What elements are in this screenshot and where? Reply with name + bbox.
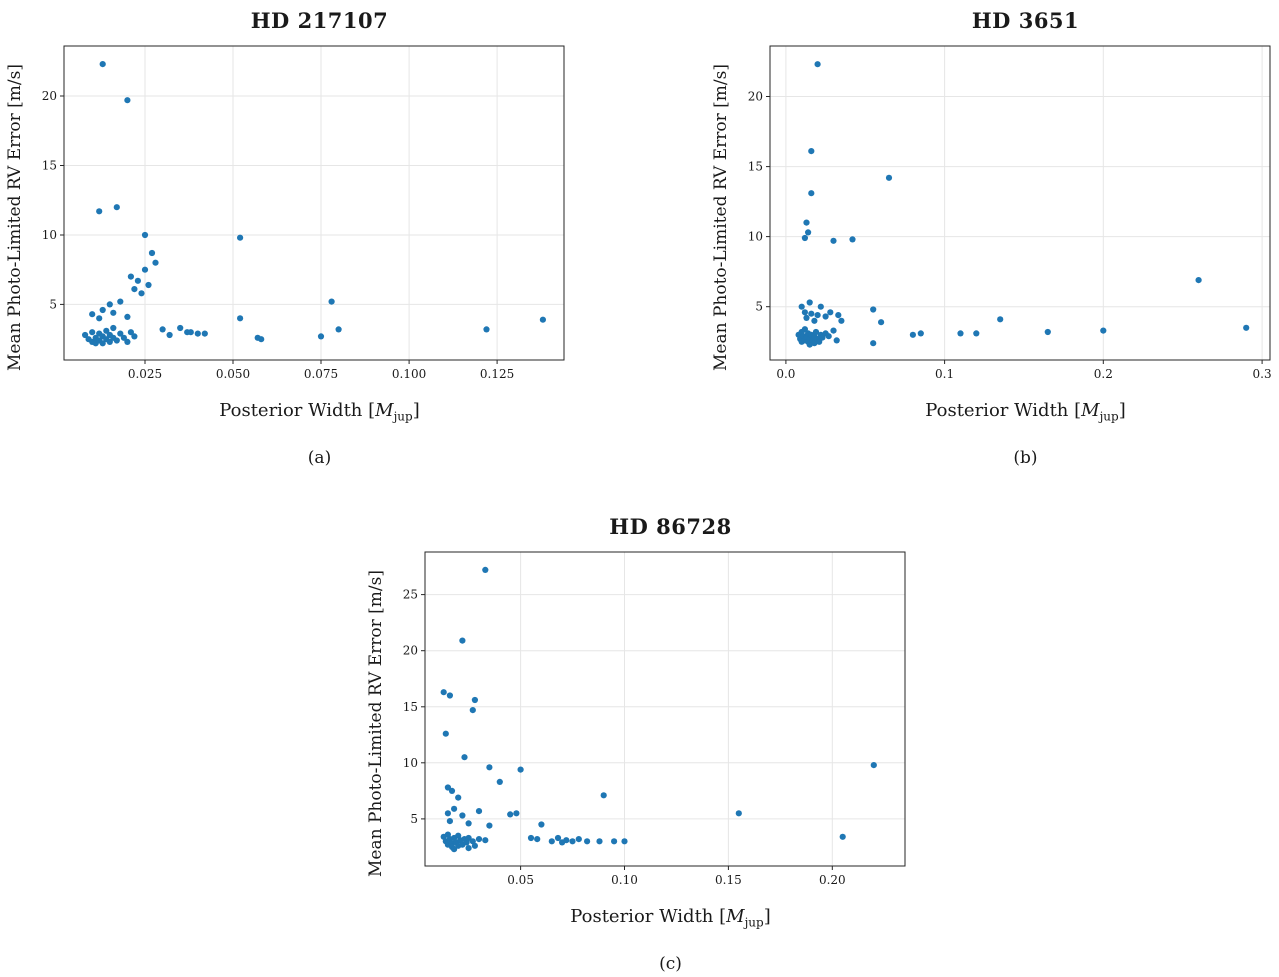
y-axis-label-c: Mean Photo-Limited RV Error [m/s] <box>366 569 386 877</box>
svg-text:20: 20 <box>42 89 57 103</box>
svg-text:5: 5 <box>755 300 763 314</box>
y-axis-label-b: Mean Photo-Limited RV Error [m/s] <box>711 63 731 371</box>
svg-text:10: 10 <box>42 228 57 242</box>
panel-hd86728: HD 86728 Mean Photo-Limited RV Error [m/… <box>363 512 916 974</box>
subfigure-caption-c: (c) <box>659 953 682 974</box>
panel-hd3651: HD 3651 Mean Photo-Limited RV Error [m/s… <box>708 6 1279 468</box>
svg-text:15: 15 <box>403 700 418 714</box>
subfigure-caption-b: (b) <box>1013 447 1038 468</box>
svg-text:0.125: 0.125 <box>480 367 514 381</box>
panel-hd217107: HD 217107 Mean Photo-Limited RV Error [m… <box>2 6 575 468</box>
svg-text:0.05: 0.05 <box>507 873 534 887</box>
svg-text:5: 5 <box>410 812 418 826</box>
scatter-plot-c: 0.05 0.10 0.15 0.20 5 10 15 20 25 <box>403 551 906 887</box>
scatter-plot-a: 0.025 0.050 0.075 0.100 0.125 5 10 15 20 <box>42 45 565 381</box>
svg-text:25: 25 <box>403 588 418 602</box>
svg-text:0.025: 0.025 <box>128 367 162 381</box>
svg-text:0.2: 0.2 <box>1094 367 1113 381</box>
svg-text:10: 10 <box>748 230 763 244</box>
plot-title-a: HD 217107 <box>250 8 389 33</box>
svg-text:20: 20 <box>748 90 763 104</box>
svg-text:15: 15 <box>748 160 763 174</box>
scatter-plot-b: 0.0 0.1 0.2 0.3 5 10 15 20 <box>748 45 1272 381</box>
plot-title-c: HD 86728 <box>609 514 732 539</box>
svg-text:0.20: 0.20 <box>819 873 846 887</box>
x-axis-label-a: Posterior Width [Mjup] <box>219 400 420 424</box>
svg-text:10: 10 <box>403 756 418 770</box>
y-axis-label-a: Mean Photo-Limited RV Error [m/s] <box>5 63 25 371</box>
svg-text:0.050: 0.050 <box>216 367 250 381</box>
svg-text:15: 15 <box>42 159 57 173</box>
svg-text:20: 20 <box>403 644 418 658</box>
svg-text:0.075: 0.075 <box>304 367 338 381</box>
svg-text:5: 5 <box>49 297 57 311</box>
svg-text:0.15: 0.15 <box>715 873 742 887</box>
svg-text:0.0: 0.0 <box>776 367 795 381</box>
plot-title-b: HD 3651 <box>971 8 1080 33</box>
x-axis-label-c: Posterior Width [Mjup] <box>570 906 771 930</box>
svg-text:0.3: 0.3 <box>1253 367 1272 381</box>
svg-text:0.1: 0.1 <box>935 367 954 381</box>
svg-text:0.100: 0.100 <box>392 367 426 381</box>
svg-text:0.10: 0.10 <box>611 873 638 887</box>
subfigure-caption-a: (a) <box>307 447 332 468</box>
x-axis-label-b: Posterior Width [Mjup] <box>925 400 1126 424</box>
